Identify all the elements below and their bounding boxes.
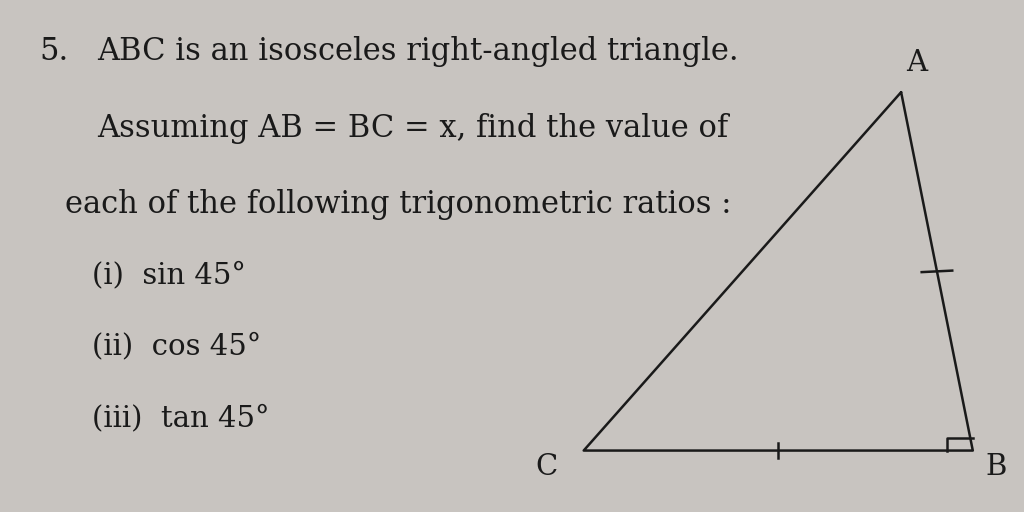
Text: A: A	[906, 49, 928, 77]
Text: (ii)  cos 45°: (ii) cos 45°	[92, 333, 261, 361]
Text: Assuming AB = BC = x, find the value of: Assuming AB = BC = x, find the value of	[97, 113, 728, 144]
Text: B: B	[985, 453, 1007, 481]
Text: (iii)  tan 45°: (iii) tan 45°	[92, 404, 269, 433]
Text: (i)  sin 45°: (i) sin 45°	[92, 261, 246, 289]
Text: C: C	[536, 453, 558, 481]
Text: each of the following trigonometric ratios :: each of the following trigonometric rati…	[65, 189, 731, 221]
Text: ABC is an isosceles right-angled triangle.: ABC is an isosceles right-angled triangl…	[97, 36, 739, 67]
Text: 5.: 5.	[39, 36, 69, 67]
